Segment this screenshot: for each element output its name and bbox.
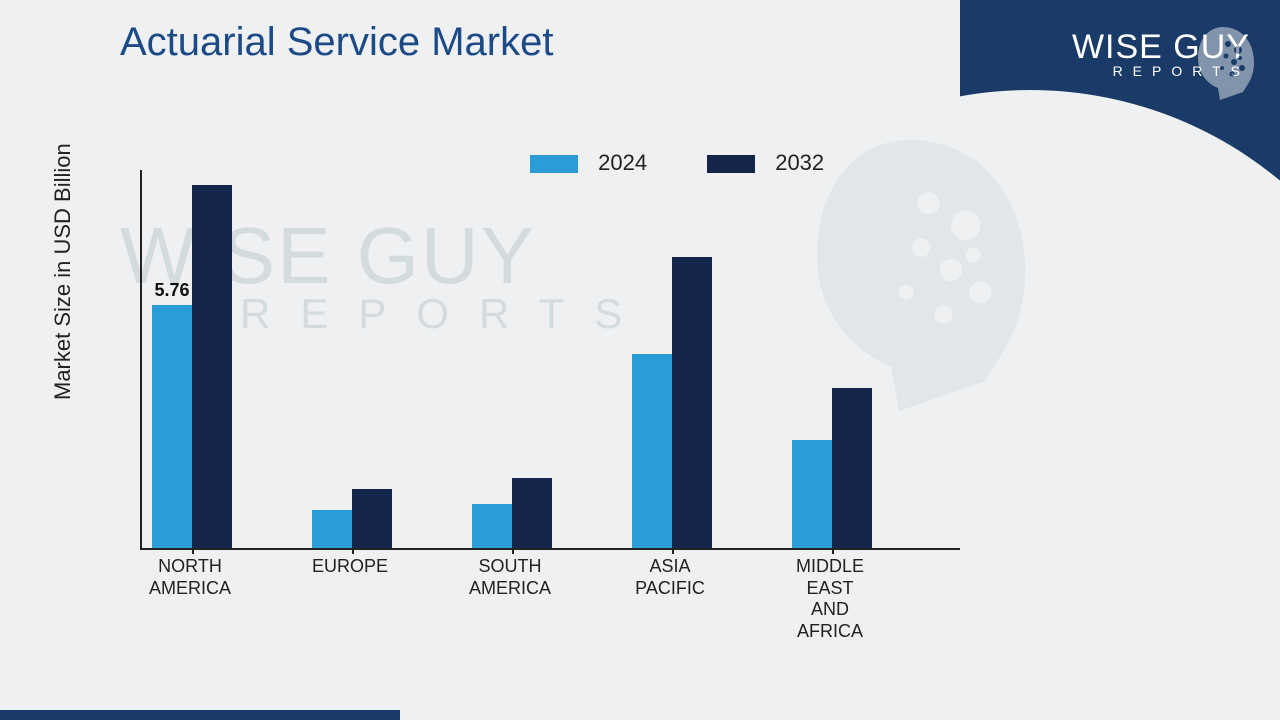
bar bbox=[472, 504, 512, 548]
bar bbox=[312, 510, 352, 548]
bar bbox=[672, 257, 712, 548]
bar bbox=[192, 185, 232, 548]
category-label: EUROPE bbox=[280, 556, 420, 578]
bar-value-label: 5.76 bbox=[154, 280, 189, 301]
brain-head-icon bbox=[1188, 22, 1258, 102]
bar bbox=[152, 305, 192, 548]
chart-container: Market Size in USD Billion 2024 2032 5.7… bbox=[60, 150, 960, 650]
plot-area: 5.76 bbox=[140, 170, 960, 550]
chart-title: Actuarial Service Market bbox=[120, 20, 553, 65]
bar bbox=[512, 478, 552, 548]
footer-underline bbox=[0, 710, 400, 720]
bar bbox=[352, 489, 392, 548]
category-label: ASIAPACIFIC bbox=[600, 556, 740, 599]
y-axis-label: Market Size in USD Billion bbox=[50, 143, 76, 400]
page-root: Actuarial Service Market WISE GUY REPORT… bbox=[0, 0, 1280, 720]
category-label: SOUTHAMERICA bbox=[440, 556, 580, 599]
category-label: NORTHAMERICA bbox=[120, 556, 260, 599]
category-label: MIDDLEEASTANDAFRICA bbox=[760, 556, 900, 642]
bar bbox=[632, 354, 672, 548]
brand-logo: WISE GUY REPORTS bbox=[1072, 28, 1250, 79]
bar bbox=[792, 440, 832, 548]
bar bbox=[832, 388, 872, 548]
